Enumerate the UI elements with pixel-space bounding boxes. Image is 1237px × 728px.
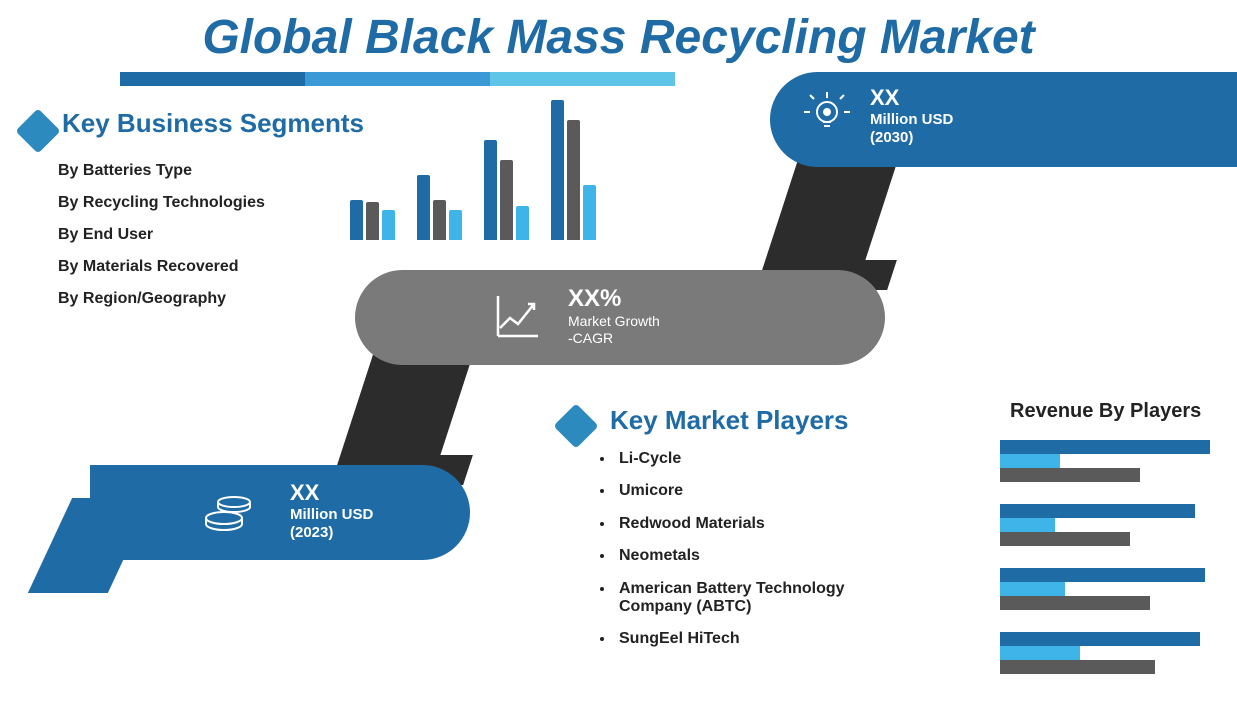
growth-icon [490, 288, 546, 349]
player-item: Umicore [615, 482, 905, 500]
player-item: Neometals [615, 547, 905, 565]
label-2030: Million USD (2030) [870, 111, 953, 147]
ribbon-mid-text: XX% Market Growth -CAGR [568, 285, 660, 347]
ribbon-shadow [762, 160, 898, 270]
player-item: SungEel HiTech [615, 630, 905, 648]
ribbon-bot-text: XX Million USD (2023) [290, 480, 373, 542]
segment-item: By End User [58, 219, 265, 251]
player-item: Redwood Materials [615, 515, 905, 533]
player-item: Li-Cycle [615, 450, 905, 468]
revenue-bar-chart [1000, 440, 1220, 696]
diamond-icon [15, 108, 60, 153]
players-heading: Key Market Players [610, 405, 848, 436]
ribbon-shadow [337, 355, 473, 465]
title-accent-bar [120, 72, 675, 86]
diamond-icon [553, 403, 598, 448]
segments-heading: Key Business Segments [62, 108, 364, 139]
label-cagr: Market Growth -CAGR [568, 313, 660, 347]
segment-item: By Region/Geography [58, 283, 265, 315]
value-2030: XX [870, 85, 953, 111]
label-2023: Million USD (2023) [290, 506, 373, 542]
ribbon-top-text: XX Million USD (2030) [870, 85, 953, 147]
value-cagr: XX% [568, 285, 660, 313]
segments-bar-chart [350, 85, 650, 240]
ribbon-bot [90, 465, 470, 560]
lightbulb-icon [800, 88, 854, 147]
segments-list: By Batteries TypeBy Recycling Technologi… [58, 155, 265, 315]
segment-item: By Batteries Type [58, 155, 265, 187]
segment-item: By Materials Recovered [58, 251, 265, 283]
player-item: American Battery Technology Company (ABT… [615, 580, 905, 617]
segment-item: By Recycling Technologies [58, 187, 265, 219]
revenue-title: Revenue By Players [1010, 400, 1201, 423]
players-list: Li-Cycle Umicore Redwood Materials Neometal… [615, 450, 905, 663]
coins-icon [200, 482, 260, 541]
value-2023: XX [290, 480, 373, 506]
page-title: Global Black Mass Recycling Market [202, 10, 1034, 65]
